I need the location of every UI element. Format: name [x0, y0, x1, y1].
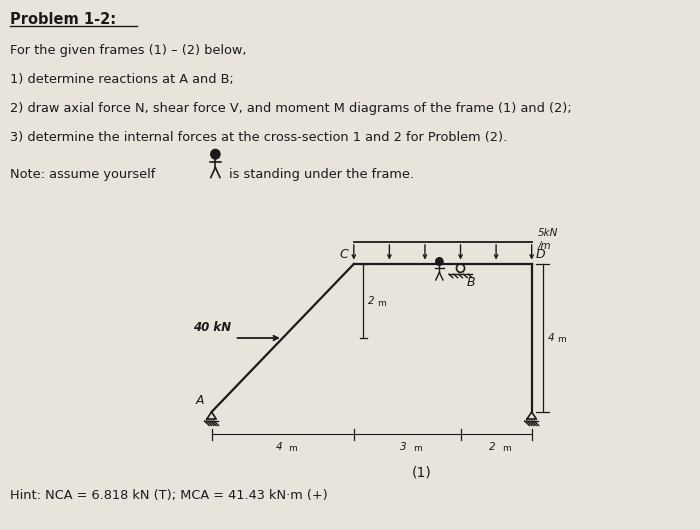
Text: 3) determine the internal forces at the cross-section 1 and 2 for Problem (2).: 3) determine the internal forces at the …: [10, 131, 507, 144]
Text: m: m: [413, 444, 421, 453]
Text: 4: 4: [276, 442, 282, 452]
Text: 3: 3: [400, 442, 407, 452]
Text: 1) determine reactions at A and B;: 1) determine reactions at A and B;: [10, 73, 233, 86]
Text: m: m: [502, 444, 510, 453]
Text: is standing under the frame.: is standing under the frame.: [229, 168, 414, 181]
Circle shape: [435, 258, 443, 266]
Text: 40 kN: 40 kN: [193, 321, 231, 334]
Text: (1): (1): [412, 466, 431, 480]
Text: 2) draw axial force N, shear force V, and moment M diagrams of the frame (1) and: 2) draw axial force N, shear force V, an…: [10, 102, 571, 115]
Text: Hint: NCA = 6.818 kN (T); MCA = 41.43 kN·m (+): Hint: NCA = 6.818 kN (T); MCA = 41.43 kN…: [10, 489, 328, 502]
Text: m: m: [556, 335, 566, 344]
Text: 2: 2: [368, 296, 375, 306]
Text: m: m: [288, 444, 298, 453]
Text: 5kN: 5kN: [538, 228, 558, 238]
Text: D: D: [536, 248, 545, 261]
Text: 2: 2: [489, 442, 496, 452]
Text: /m: /m: [538, 241, 551, 251]
Text: A: A: [195, 394, 204, 407]
Text: m: m: [377, 298, 386, 307]
Text: 4: 4: [548, 333, 554, 343]
Circle shape: [211, 149, 220, 159]
Text: For the given frames (1) – (2) below,: For the given frames (1) – (2) below,: [10, 44, 246, 57]
Text: Problem 1-2:: Problem 1-2:: [10, 12, 116, 27]
Text: C: C: [340, 248, 348, 261]
Text: B: B: [466, 276, 475, 289]
Text: Note: assume yourself: Note: assume yourself: [10, 168, 155, 181]
